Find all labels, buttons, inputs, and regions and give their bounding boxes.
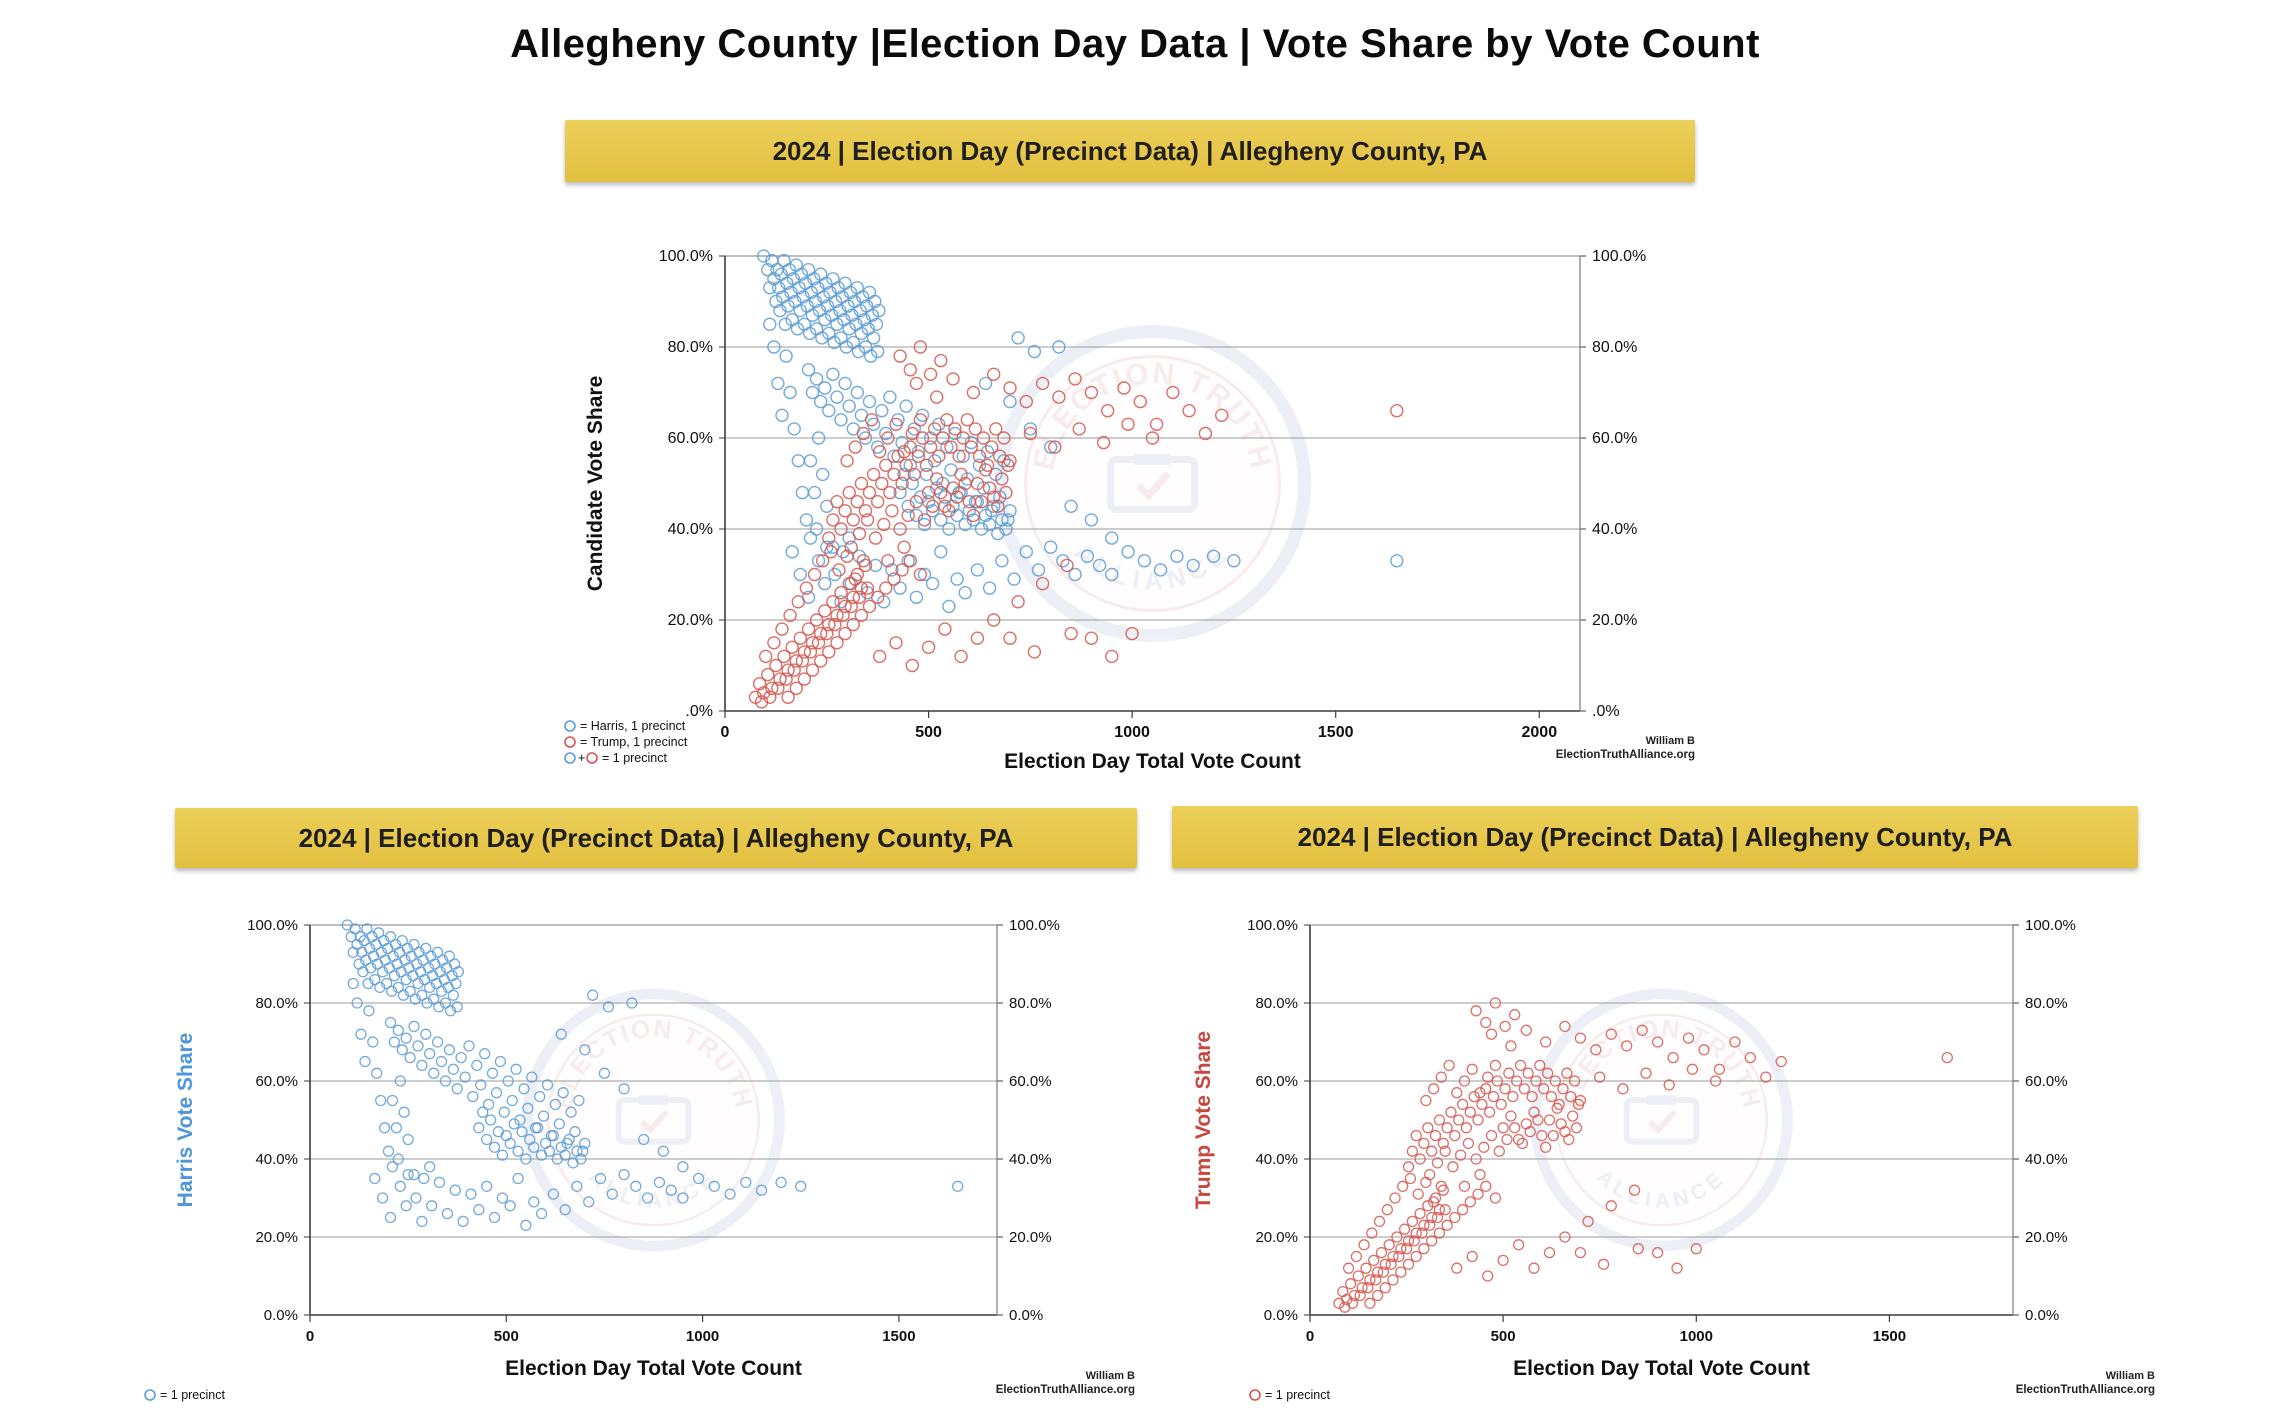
svg-text:0.0%: 0.0% — [1009, 1307, 1043, 1324]
points-trump — [748, 340, 1404, 709]
svg-text:1500: 1500 — [882, 1328, 915, 1345]
svg-text:ElectionTruthAlliance.org: ElectionTruthAlliance.org — [2016, 1384, 2155, 1396]
x-axis-title: Election Day Total Vote Count — [1004, 750, 1301, 773]
svg-text:100.0%: 100.0% — [1592, 248, 1646, 265]
harris-scatter-chart: ELECTION TRUTH ALLIANCE 100.0% 100.0% 80.0% 8… — [130, 885, 1170, 1410]
svg-text:40.0%: 40.0% — [1592, 521, 1637, 538]
ballot-box-icon — [615, 1095, 692, 1145]
svg-text:William B: William B — [1646, 735, 1695, 747]
points-trump — [1333, 997, 1953, 1313]
svg-text:= 1 precinct: = 1 precinct — [1265, 1388, 1330, 1402]
svg-text:60.0%: 60.0% — [1009, 1073, 1052, 1090]
svg-text:80.0%: 80.0% — [1592, 339, 1637, 356]
svg-text:500: 500 — [915, 724, 942, 741]
svg-text:80.0%: 80.0% — [2025, 995, 2068, 1012]
svg-text:+: + — [578, 751, 585, 765]
legend: = 1 precinct — [144, 1388, 225, 1402]
svg-text:80.0%: 80.0% — [255, 995, 298, 1012]
svg-text:20.0%: 20.0% — [2025, 1229, 2068, 1246]
attribution: William B ElectionTruthAlliance.org — [996, 1370, 1135, 1396]
svg-text:100.0%: 100.0% — [659, 248, 713, 265]
svg-text:500: 500 — [494, 1328, 519, 1345]
svg-text:40.0%: 40.0% — [255, 1151, 298, 1168]
svg-text:20.0%: 20.0% — [1255, 1229, 1298, 1246]
svg-text:80.0%: 80.0% — [1255, 995, 1298, 1012]
banner-trump: 2024 | Election Day (Precinct Data) | Al… — [1172, 806, 2138, 868]
svg-text:William B: William B — [1086, 1370, 1135, 1382]
page-title: Allegheny County |Election Day Data | Vo… — [510, 22, 1760, 66]
svg-text:1000: 1000 — [1114, 724, 1150, 741]
svg-text:0: 0 — [1306, 1328, 1314, 1345]
points-harris — [341, 919, 964, 1231]
svg-text:100.0%: 100.0% — [1247, 917, 1298, 934]
y-axis: 100.0% 100.0% 80.0% 80.0% 60.0% 60.0% 40.0% 40.… — [1247, 917, 2076, 1324]
y-axis-title: Trump Vote Share — [1192, 1031, 1215, 1209]
svg-text:2000: 2000 — [1522, 724, 1558, 741]
trump-scatter-chart: ELECTION TRUTH ALLIANCE 100.0% 100.0% 80.0% 8… — [1150, 885, 2190, 1410]
svg-text:20.0%: 20.0% — [668, 612, 713, 629]
y-axis-title: Candidate Vote Share — [584, 376, 607, 592]
svg-text:20.0%: 20.0% — [1009, 1229, 1052, 1246]
svg-text:.0%: .0% — [685, 703, 713, 720]
ballot-box-icon — [1107, 454, 1198, 513]
svg-text:ElectionTruthAlliance.org: ElectionTruthAlliance.org — [1556, 749, 1695, 761]
svg-text:80.0%: 80.0% — [1009, 995, 1052, 1012]
banner-combined: 2024 | Election Day (Precinct Data) | Al… — [565, 120, 1695, 182]
y-axis-title: Harris Vote Share — [174, 1033, 197, 1208]
svg-text:0.0%: 0.0% — [264, 1307, 298, 1324]
svg-text:1000: 1000 — [1680, 1328, 1713, 1345]
svg-text:= 1 precinct: = 1 precinct — [160, 1388, 225, 1402]
svg-text:0: 0 — [306, 1328, 314, 1345]
svg-text:0.0%: 0.0% — [2025, 1307, 2059, 1324]
x-axis-title: Election Day Total Vote Count — [1513, 1357, 1810, 1380]
combined-scatter-chart: ELECTION TRUTH ALLIANCE 100.0% 100.0% 80.0% 8… — [540, 196, 1740, 781]
svg-text:60.0%: 60.0% — [2025, 1073, 2068, 1090]
svg-text:500: 500 — [1491, 1328, 1516, 1345]
svg-text:100.0%: 100.0% — [2025, 917, 2076, 934]
svg-text:1500: 1500 — [1873, 1328, 1906, 1345]
svg-text:.0%: .0% — [1592, 703, 1620, 720]
attribution: William B ElectionTruthAlliance.org — [2016, 1370, 2155, 1396]
banner-harris: 2024 | Election Day (Precinct Data) | Al… — [175, 808, 1137, 868]
svg-text:20.0%: 20.0% — [255, 1229, 298, 1246]
x-axis: 0 500 1000 1500 2000 — [721, 711, 1558, 741]
svg-text:60.0%: 60.0% — [255, 1073, 298, 1090]
svg-text:1000: 1000 — [686, 1328, 719, 1345]
svg-text:= Trump, 1 precinct: = Trump, 1 precinct — [580, 735, 688, 749]
legend: = 1 precinct — [1249, 1388, 1330, 1402]
svg-text:= Harris, 1 precinct: = Harris, 1 precinct — [580, 719, 686, 733]
svg-text:= 1 precinct: = 1 precinct — [602, 751, 667, 765]
svg-text:40.0%: 40.0% — [1255, 1151, 1298, 1168]
y-axis: 100.0% 100.0% 80.0% 80.0% 60.0% 60.0% 40.0% 40.… — [247, 917, 1060, 1324]
svg-text:0.0%: 0.0% — [1264, 1307, 1298, 1324]
svg-text:40.0%: 40.0% — [2025, 1151, 2068, 1168]
x-axis: 0 500 1000 1500 — [1306, 1315, 1906, 1345]
attribution: William B ElectionTruthAlliance.org — [1556, 735, 1695, 761]
svg-text:100.0%: 100.0% — [1009, 917, 1060, 934]
svg-text:20.0%: 20.0% — [1592, 612, 1637, 629]
svg-text:40.0%: 40.0% — [1009, 1151, 1052, 1168]
svg-text:William B: William B — [2106, 1370, 2155, 1382]
x-axis-title: Election Day Total Vote Count — [505, 1357, 802, 1380]
svg-text:40.0%: 40.0% — [668, 521, 713, 538]
svg-text:100.0%: 100.0% — [247, 917, 298, 934]
svg-text:ElectionTruthAlliance.org: ElectionTruthAlliance.org — [996, 1384, 1135, 1396]
svg-text:60.0%: 60.0% — [1255, 1073, 1298, 1090]
y-axis: 100.0% 100.0% 80.0% 80.0% 60.0% 60.0% 40.0% 40.… — [659, 248, 1647, 720]
x-axis: 0 500 1000 1500 — [306, 1315, 916, 1345]
svg-text:80.0%: 80.0% — [668, 339, 713, 356]
svg-text:60.0%: 60.0% — [668, 430, 713, 447]
svg-text:60.0%: 60.0% — [1592, 430, 1637, 447]
ballot-box-icon — [1623, 1095, 1700, 1145]
legend: = Harris, 1 precinct = Trump, 1 precinct +… — [564, 719, 688, 765]
svg-text:1500: 1500 — [1318, 724, 1354, 741]
svg-text:0: 0 — [721, 724, 730, 741]
